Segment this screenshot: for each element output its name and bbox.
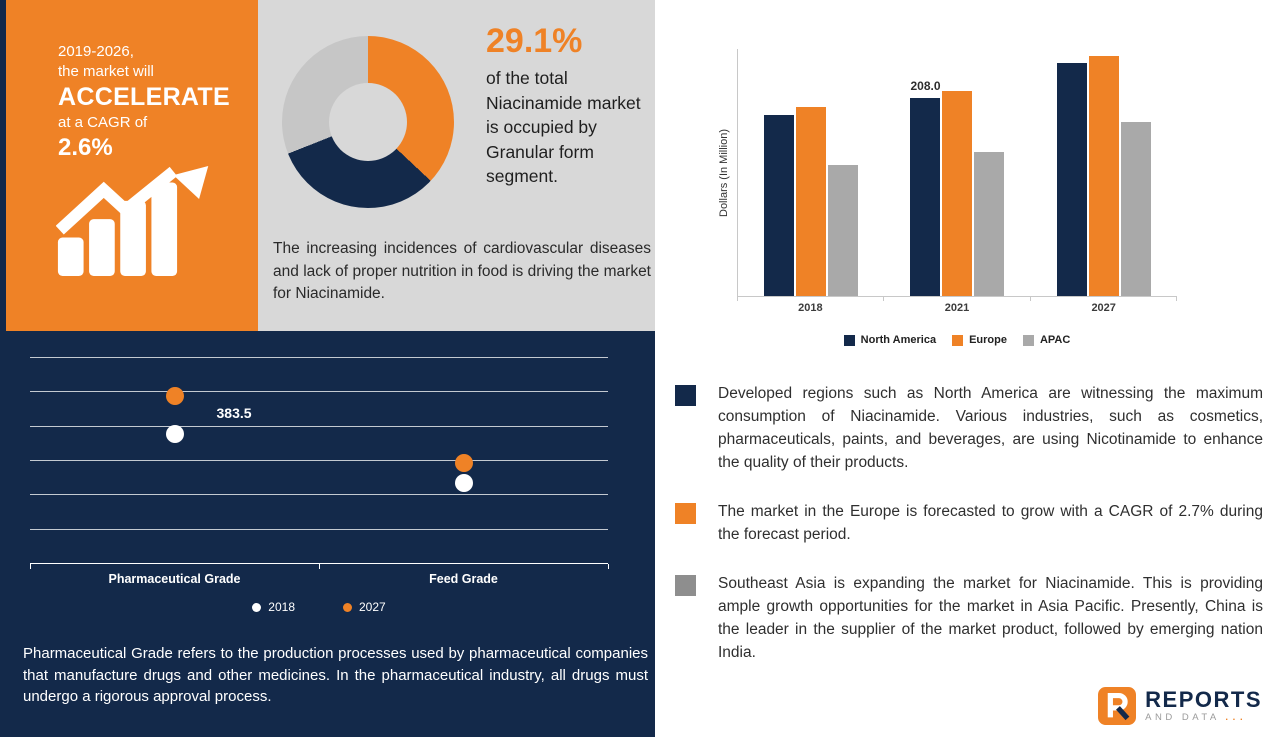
legend-item: APAC [1022,334,1071,346]
axis-tick [608,564,609,569]
dot-plot-categories: Pharmaceutical Grade Feed Grade [30,572,608,586]
legend-label: 2027 [359,600,386,614]
axis-tick [319,564,320,569]
donut-hole [329,83,407,161]
axis-tick [30,564,31,569]
reports-and-data-logo-icon [1098,687,1137,725]
bar-chart-plot: 208.0 [737,49,1177,301]
logo-dots: . . . [1225,712,1244,723]
bar-chart-y-axis-label: Dollars (In Million) [718,128,730,218]
cagr-line3: at a CAGR of [58,114,148,131]
bullet-square-icon [675,503,696,524]
legend-item: 2027 [343,600,386,614]
regional-panel: Dollars (In Million) 208.0 2018 2021 2027 … [655,0,1280,737]
form-donut-chart [282,36,454,208]
bar [974,152,1005,296]
legend-label: North America [860,334,937,346]
bar-chart-legend: North America Europe APAC [737,334,1177,346]
market-driver-paragraph: The increasing incidences of cardiovascu… [273,240,651,302]
logo-text-block: REPORTS AND DATA . . . [1145,687,1262,724]
insight-text: Developed regions such as North America … [718,385,1263,471]
cagr-headline: ACCELERATE [58,83,230,111]
legend-item: North America [843,334,937,346]
cagr-panel: 2019-2026, the market will ACCELERATE at… [0,0,258,331]
insight-bullets: Developed regions such as North America … [675,382,1263,690]
bar [1088,56,1119,296]
insight-bullet: Southeast Asia is expanding the market f… [675,572,1263,664]
dot-value-label: 383.5 [216,404,252,421]
granular-share-caption: of the total Niacinamide market is occup… [486,68,641,186]
donut-caption: 29.1% of the total Niacinamide market is… [486,20,658,189]
cagr-line2: the market will [58,63,154,80]
bar-category-label: 2021 [944,302,970,314]
cagr-value: 2.6% [58,134,113,161]
bar [1056,63,1087,296]
bar-category-label: 2027 [1091,302,1116,314]
dot-plot-legend: 2018 2027 [30,600,608,614]
legend-swatch-icon [1022,334,1034,346]
legend-dot-icon [252,602,262,612]
gridline [30,494,608,495]
legend-item: Europe [952,334,1007,346]
reports-and-data-logo: REPORTS AND DATA . . . [1098,687,1262,725]
logo-subtitle: AND DATA . . . [1145,712,1262,723]
bar [828,165,859,296]
legend-swatch-icon [843,334,855,346]
axis-tick [737,296,738,301]
legend-swatch-icon [952,334,964,346]
left-edge-strip [0,0,6,331]
gridline [30,426,608,427]
bullet-square-icon [675,385,696,406]
insight-bullet: Developed regions such as North America … [675,382,1263,474]
bar-group [764,107,859,296]
bar-chart-categories: 2018 2021 2027 [737,302,1177,314]
data-point [165,424,184,443]
gridline [30,391,608,392]
logo-subtitle-text: AND DATA [1145,712,1220,723]
insight-bullet: The market in the Europe is forecasted t… [675,500,1263,546]
axis-tick [1176,296,1177,301]
bar: 208.0 [910,79,941,296]
legend-label: 2018 [268,600,295,614]
cagr-text-block: 2019-2026, the market will ACCELERATE at… [58,42,230,162]
logo-title: REPORTS [1145,687,1262,712]
gridline [30,357,608,358]
bar-group [1056,56,1151,296]
dot-category-label: Pharmaceutical Grade [108,572,241,586]
bar [942,91,973,296]
cagr-line1: 2019-2026, [58,43,134,60]
legend-item: 2018 [252,600,295,614]
dot-plot-area: 383.5 [30,357,609,569]
granular-share-value: 29.1% [486,22,583,60]
growth-chart-arrow-icon [55,166,212,276]
axis-tick [1029,296,1031,301]
bar [764,115,795,296]
dot-category-label: Feed Grade [429,572,498,586]
form-segment-panel: 29.1% of the total Niacinamide market is… [258,0,655,331]
data-point [165,386,184,405]
bullet-square-icon [675,575,696,596]
bar-value-label: 208.0 [910,79,941,93]
bar-category-label: 2018 [798,302,823,314]
legend-dot-icon [343,602,352,612]
bar [1120,122,1151,296]
pharma-grade-paragraph: Pharmaceutical Grade refers to the produ… [23,645,648,705]
axis-tick [883,296,885,301]
data-point [454,473,473,492]
bar-group: 208.0 [910,79,1005,296]
legend-label: APAC [1039,334,1071,346]
bar [796,107,827,296]
dot-plot-axis [30,563,609,569]
gridline [30,460,608,461]
data-point [454,453,473,472]
gridline [30,529,608,530]
legend-label: Europe [969,334,1007,346]
grade-panel: 383.5 Pharmaceutical Grade Feed Grade 201… [0,331,655,737]
insight-text: The market in the Europe is forecasted t… [718,503,1263,543]
insight-text: Southeast Asia is expanding the market f… [718,575,1263,661]
